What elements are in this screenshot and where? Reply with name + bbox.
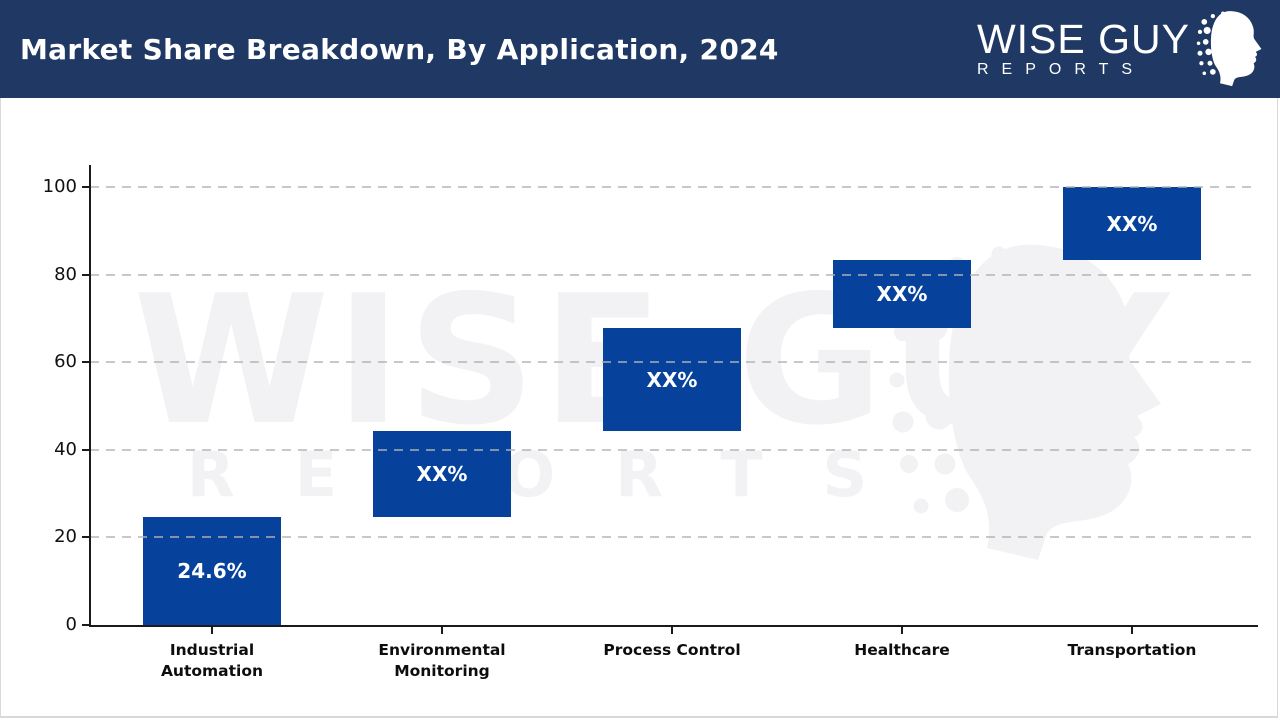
y-axis-line xyxy=(89,165,91,627)
waterfall-bar xyxy=(603,328,741,431)
y-axis-tick-label: 0 xyxy=(65,614,77,635)
y-axis-tick-label: 20 xyxy=(54,526,77,548)
page-title: Market Share Breakdown, By Application, … xyxy=(20,32,779,66)
x-axis-category-label: Industrial Automation xyxy=(160,641,264,680)
header: Market Share Breakdown, By Application, … xyxy=(0,0,1280,98)
logo-head-icon xyxy=(1196,11,1262,87)
x-axis-tick xyxy=(211,627,213,634)
x-axis-tick xyxy=(671,627,673,634)
gridline xyxy=(90,448,1257,451)
y-axis-tick-label: 40 xyxy=(54,438,77,460)
y-axis-tick-label: 60 xyxy=(54,351,77,373)
logo-wiseguy-text: WISE GUY xyxy=(976,16,1190,62)
gridline xyxy=(90,186,1257,188)
bar-value-label: XX% xyxy=(1106,211,1158,236)
y-axis-tick xyxy=(82,361,90,364)
y-axis-tick xyxy=(82,448,90,451)
watermark-reports-text: REPORTS xyxy=(187,438,928,511)
waterfall-bar xyxy=(1063,187,1201,261)
y-axis-tick-label: 100 xyxy=(42,176,77,197)
wise-guy-reports-logo: WISE GUY REPORTS xyxy=(977,9,1280,89)
waterfall-bar xyxy=(373,430,511,518)
y-axis-tick xyxy=(82,536,90,539)
y-axis-tick-label: 80 xyxy=(54,263,77,285)
x-axis-tick xyxy=(1131,627,1133,634)
x-axis-category-label: Process Control xyxy=(603,641,741,659)
x-axis-category-label: Transportation xyxy=(1067,641,1197,659)
x-axis-category-label: Environmental Monitoring xyxy=(378,641,506,680)
gridline xyxy=(90,273,1257,276)
x-axis-tick xyxy=(441,627,443,634)
y-axis-tick xyxy=(82,624,90,626)
bar-value-label: XX% xyxy=(646,367,698,392)
gridline xyxy=(90,361,1257,364)
y-axis-tick xyxy=(82,186,90,188)
x-axis-tick xyxy=(901,627,903,634)
gridline xyxy=(90,536,1257,539)
bar-value-label: XX% xyxy=(876,282,928,307)
x-axis-line xyxy=(89,625,1258,627)
bar-value-label: XX% xyxy=(416,461,468,486)
bar-value-label: 24.6% xyxy=(177,559,247,584)
y-axis-tick xyxy=(82,273,90,276)
waterfall-bar xyxy=(143,517,281,625)
x-axis-category-label: Healthcare xyxy=(854,641,950,659)
waterfall-bar xyxy=(833,260,971,329)
logo-reports-text: REPORTS xyxy=(976,61,1146,78)
